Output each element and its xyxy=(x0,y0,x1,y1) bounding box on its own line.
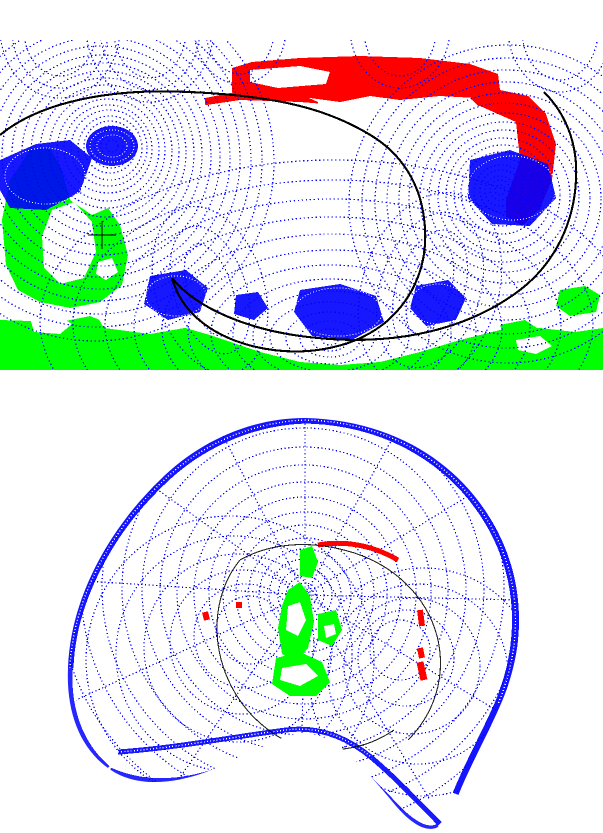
polar-projection-panel xyxy=(0,400,603,833)
polar-rim-speckle xyxy=(69,419,517,759)
cartesian-map-panel xyxy=(0,40,603,370)
crosshair-marker[interactable] xyxy=(88,221,116,249)
cartesian-map-svg xyxy=(0,40,603,370)
central-white-void xyxy=(196,100,520,272)
blue-dense-bands xyxy=(0,126,556,340)
green-region-voids xyxy=(30,202,552,354)
black-separatrix-left xyxy=(0,90,427,353)
polar-projection-svg xyxy=(0,400,603,833)
upper-fan-contours xyxy=(0,40,603,103)
polar-lower-seam xyxy=(117,726,442,826)
polar-red-arcs xyxy=(202,540,428,681)
blue-band-speckle xyxy=(4,129,557,337)
black-separatrix-right xyxy=(171,91,578,341)
polar-green-voids xyxy=(280,602,336,686)
